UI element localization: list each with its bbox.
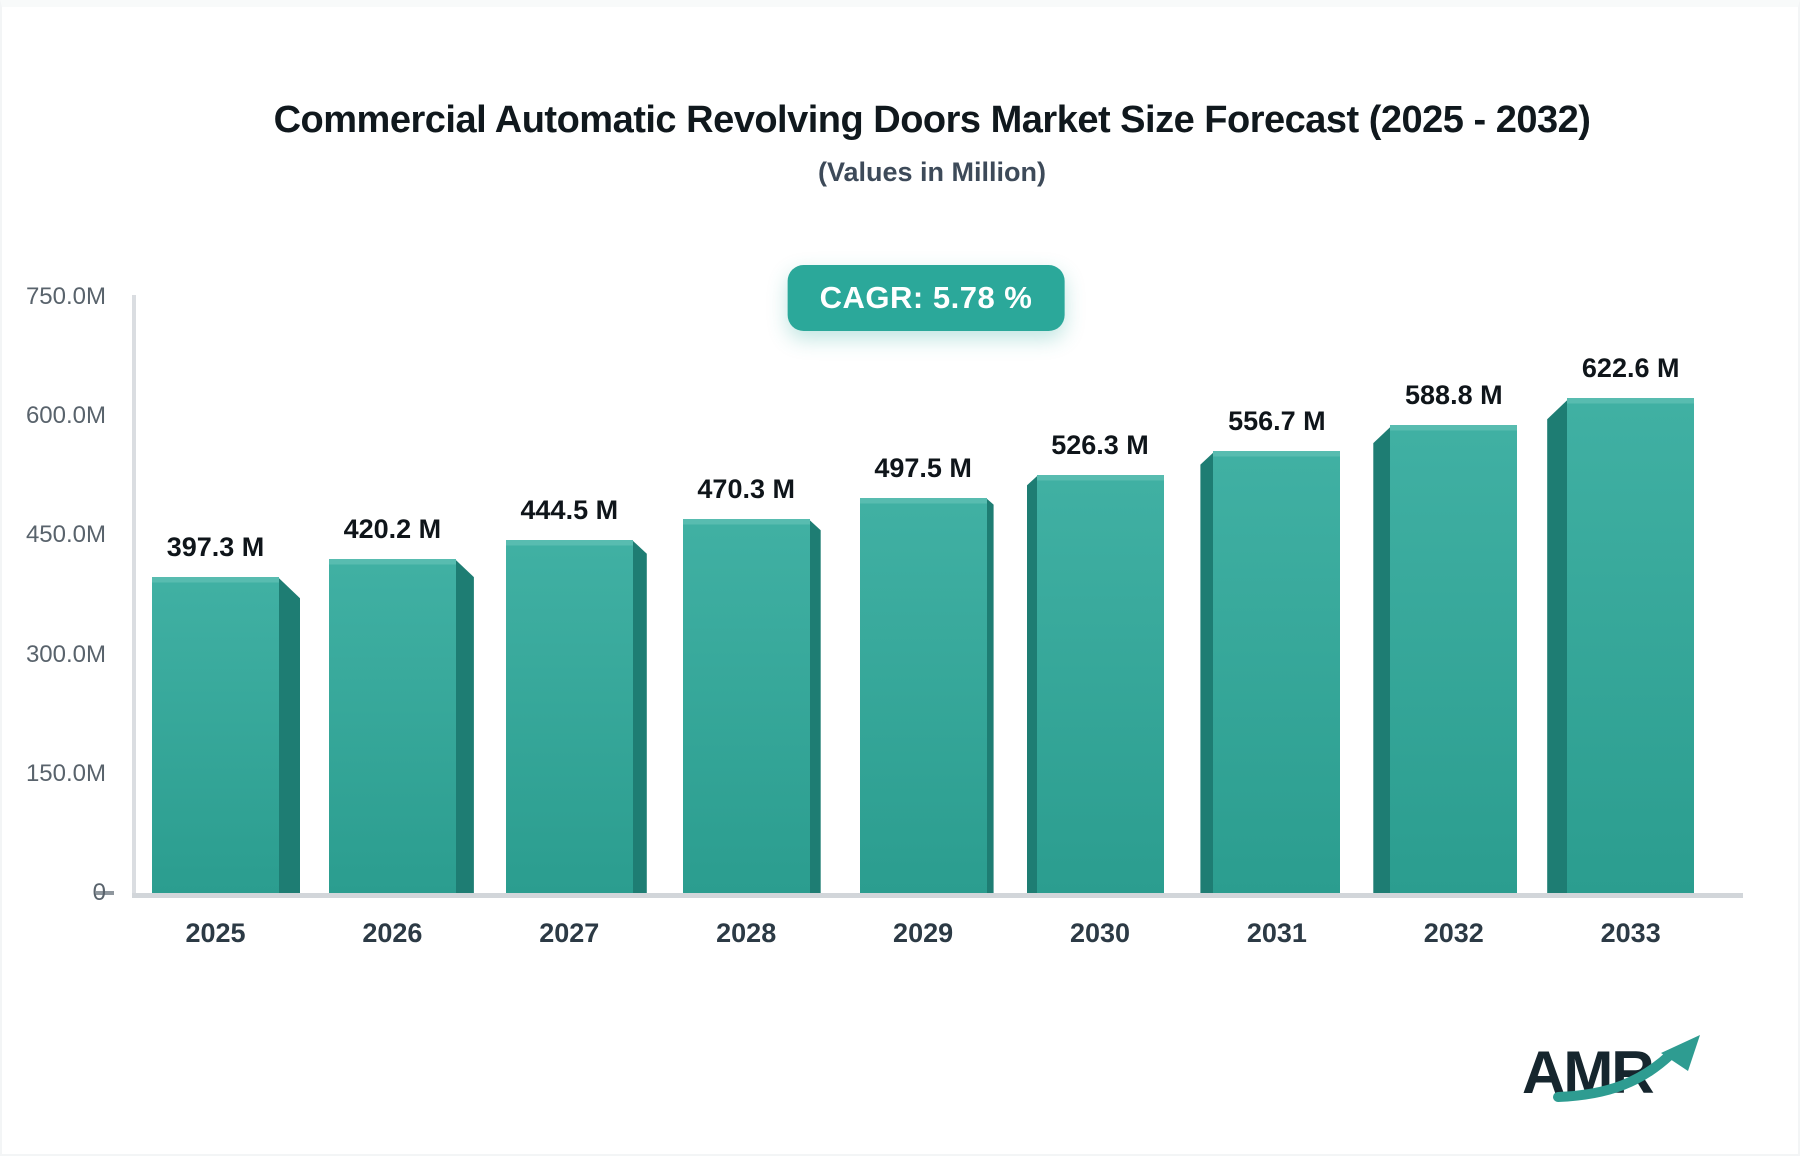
bar-2033 <box>1567 398 1695 893</box>
bar-value-label: 420.2 M <box>343 514 442 545</box>
x-tick-label: 2031 <box>1246 918 1307 948</box>
bar-side-3d <box>278 577 300 893</box>
y-tick-label: 600.0M <box>25 402 106 430</box>
bar-2028 <box>682 519 810 893</box>
x-tick-label: 2029 <box>893 918 954 948</box>
bar-2026 <box>328 559 456 893</box>
bar-side-3d <box>1026 474 1039 893</box>
bar-2030 <box>1036 474 1164 893</box>
bar-2029 <box>859 497 987 893</box>
logo-arrow-head-icon <box>1661 1035 1700 1071</box>
amr-logo: AMR <box>1520 1033 1770 1129</box>
y-tick-label: 450.0M <box>25 521 106 549</box>
bar-value-label: 556.7 M <box>1228 405 1326 436</box>
logo-arrow-icon <box>1553 1050 1675 1102</box>
bar-value-label: 397.3 M <box>166 532 265 563</box>
y-tick-label: 300.0M <box>25 640 106 668</box>
cagr-badge: CAGR: 5.78 % <box>787 265 1065 331</box>
bar-side-3d <box>808 519 821 893</box>
y-tick-label: 0 <box>92 879 106 906</box>
bar-value-label: 470.3 M <box>697 474 795 505</box>
x-tick-label: 2027 <box>539 918 600 948</box>
bar-side-3d <box>985 497 994 893</box>
x-tick-label: 2028 <box>716 918 777 948</box>
zero-tick-mark <box>96 891 114 895</box>
y-tick-label: 750.0M <box>25 283 106 310</box>
x-tick-label: 2033 <box>1600 918 1661 948</box>
x-tick-label: 2030 <box>1069 918 1131 948</box>
bar-side-3d <box>1547 398 1570 893</box>
logo-graphic: AMR <box>1522 1035 1700 1106</box>
bar-2025 <box>152 577 279 893</box>
bar-side-3d <box>1373 425 1393 893</box>
bar-side-3d <box>1200 450 1216 893</box>
bar-value-label: 588.8 M <box>1405 380 1503 411</box>
bar-value-label: 444.5 M <box>520 494 619 525</box>
y-tick-label: 150.0M <box>25 759 106 787</box>
x-tick-label: 2025 <box>185 918 246 948</box>
x-axis-line <box>132 893 1743 898</box>
bar-value-label: 622.6 M <box>1581 353 1680 384</box>
y-axis-line <box>132 295 136 893</box>
page-title: Commercial Automatic Revolving Doors Mar… <box>273 99 1591 141</box>
bar-value-label: 497.5 M <box>874 452 972 483</box>
cagr-label: CAGR: 5.78 % <box>819 280 1033 315</box>
x-tick-label: 2032 <box>1423 918 1484 948</box>
bar-side-3d <box>454 559 474 893</box>
bar-2031 <box>1213 450 1341 893</box>
page-subtitle: (Values in Million) <box>817 157 1047 187</box>
bar-side-3d <box>631 539 647 893</box>
bar-value-label: 526.3 M <box>1051 429 1149 460</box>
bar-2032 <box>1390 425 1518 893</box>
bar-2027 <box>505 539 633 893</box>
x-tick-label: 2026 <box>362 918 423 948</box>
